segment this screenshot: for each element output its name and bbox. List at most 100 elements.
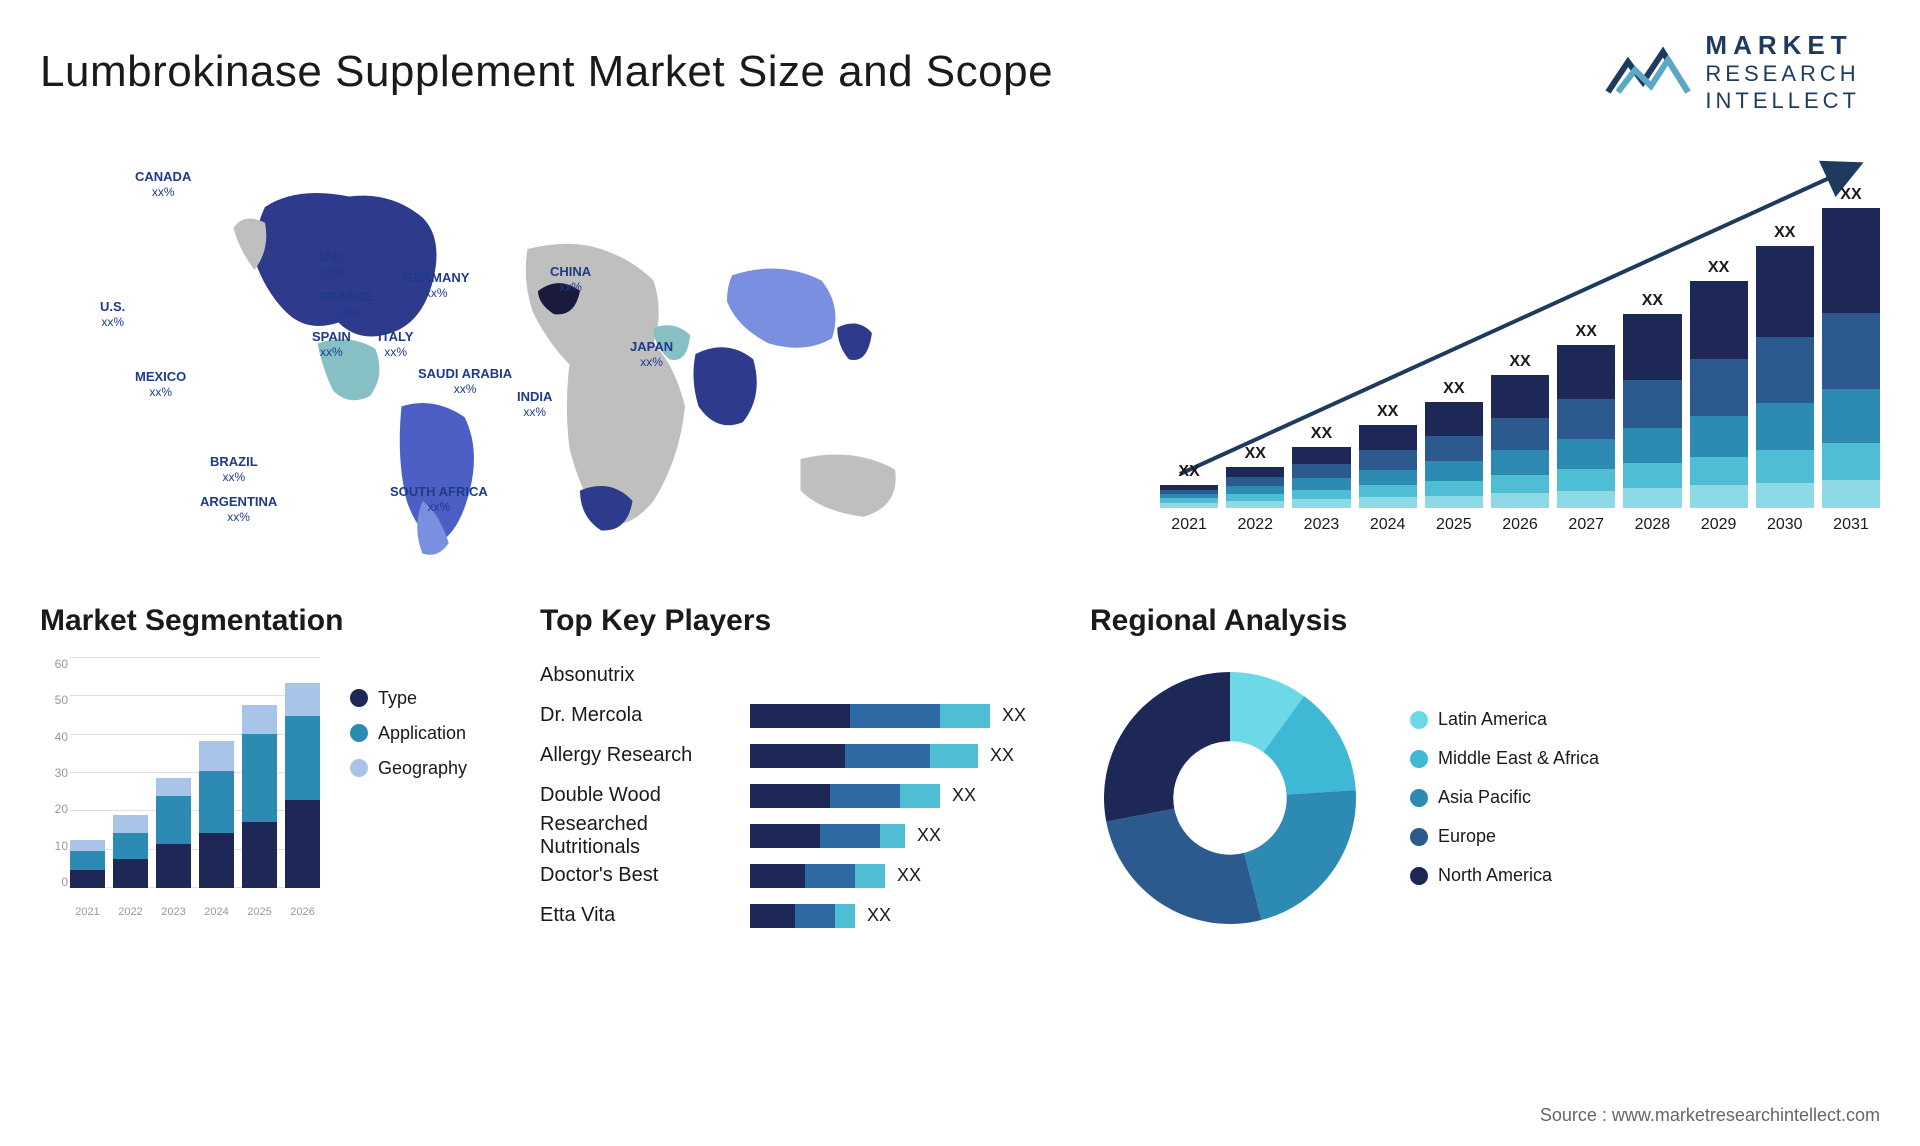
country-label: ITALYxx% <box>378 329 413 359</box>
segmentation-section: Market Segmentation 0102030405060 202120… <box>40 604 510 938</box>
x-tick: 2024 <box>199 906 234 918</box>
country-label: CHINAxx% <box>550 264 591 294</box>
forecast-value-label: XX <box>1443 380 1464 398</box>
forecast-bar: XX2024 <box>1359 425 1417 534</box>
player-name: Absonutrix <box>540 664 750 687</box>
forecast-value-label: XX <box>1311 425 1332 443</box>
forecast-year-label: 2028 <box>1635 516 1671 534</box>
world-map-chart: CANADAxx%U.S.xx%MEXICOxx%BRAZILxx%ARGENT… <box>40 144 1120 564</box>
forecast-year-label: 2026 <box>1502 516 1538 534</box>
source-attribution: Source : www.marketresearchintellect.com <box>1540 1105 1880 1126</box>
seg-bar <box>156 778 191 888</box>
map-japan <box>837 324 872 360</box>
regional-section: Regional Analysis Latin AmericaMiddle Ea… <box>1090 604 1880 938</box>
player-value: XX <box>897 865 921 886</box>
forecast-value-label: XX <box>1576 323 1597 341</box>
country-label: U.K.xx% <box>320 249 346 279</box>
forecast-year-label: 2029 <box>1701 516 1737 534</box>
map-india <box>693 347 756 425</box>
y-tick: 40 <box>40 731 68 743</box>
seg-bar <box>199 741 234 888</box>
logo-text-3: INTELLECT <box>1705 88 1860 114</box>
player-row: Dr. Mercola XX <box>540 698 1060 734</box>
legend-item: North America <box>1410 865 1599 886</box>
players-title: Top Key Players <box>540 604 1060 638</box>
player-row: Doctor's Best XX <box>540 858 1060 894</box>
y-tick: 10 <box>40 840 68 852</box>
forecast-value-label: XX <box>1642 292 1663 310</box>
legend-item: Asia Pacific <box>1410 787 1599 808</box>
forecast-bar: XX2021 <box>1160 485 1218 534</box>
player-name: Allergy Research <box>540 744 750 767</box>
x-tick: 2022 <box>113 906 148 918</box>
player-value: XX <box>917 825 941 846</box>
x-tick: 2026 <box>285 906 320 918</box>
regional-title: Regional Analysis <box>1090 604 1880 638</box>
segmentation-chart: 0102030405060 202120222023202420252026 <box>40 658 320 918</box>
country-label: JAPANxx% <box>630 339 673 369</box>
forecast-year-label: 2022 <box>1237 516 1273 534</box>
forecast-year-label: 2024 <box>1370 516 1406 534</box>
forecast-year-label: 2021 <box>1171 516 1207 534</box>
legend-item: Latin America <box>1410 709 1599 730</box>
logo-icon <box>1603 42 1693 102</box>
legend-item: Europe <box>1410 826 1599 847</box>
forecast-bar: XX2028 <box>1623 314 1681 534</box>
seg-bar <box>242 705 277 888</box>
forecast-bar: XX2027 <box>1557 345 1615 534</box>
forecast-value-label: XX <box>1774 224 1795 242</box>
y-tick: 30 <box>40 767 68 779</box>
forecast-bar: XX2023 <box>1292 447 1350 534</box>
y-tick: 50 <box>40 694 68 706</box>
map-australia <box>801 455 896 517</box>
forecast-bar: XX2030 <box>1756 246 1814 534</box>
country-label: SPAINxx% <box>312 329 351 359</box>
forecast-year-label: 2025 <box>1436 516 1472 534</box>
donut-slice <box>1106 809 1261 924</box>
seg-bar <box>113 815 148 888</box>
legend-item: Geography <box>350 758 467 779</box>
country-label: MEXICOxx% <box>135 369 186 399</box>
forecast-year-label: 2031 <box>1833 516 1869 534</box>
player-name: Etta Vita <box>540 904 750 927</box>
legend-item: Application <box>350 723 467 744</box>
player-row: Double WoodXX <box>540 778 1060 814</box>
country-label: BRAZILxx% <box>210 454 258 484</box>
y-tick: 0 <box>40 876 68 888</box>
player-value: XX <box>952 785 976 806</box>
forecast-value-label: XX <box>1840 186 1861 204</box>
player-row: Absonutrix <box>540 658 1060 694</box>
player-value: XX <box>1002 705 1026 726</box>
header: Lumbrokinase Supplement Market Size and … <box>0 0 1920 124</box>
key-players-section: Top Key Players Absonutrix Dr. Mercola XX A… <box>540 604 1060 938</box>
country-label: FRANCExx% <box>320 289 374 319</box>
forecast-bar: XX2025 <box>1425 402 1483 534</box>
player-name: Dr. Mercola <box>540 704 750 727</box>
y-tick: 20 <box>40 803 68 815</box>
brand-logo: MARKET RESEARCH INTELLECT <box>1603 30 1860 114</box>
forecast-value-label: XX <box>1245 445 1266 463</box>
player-row: Researched NutritionalsXX <box>540 818 1060 854</box>
forecast-year-label: 2023 <box>1304 516 1340 534</box>
forecast-bar: XX2031 <box>1822 208 1880 534</box>
player-value: XX <box>990 745 1014 766</box>
forecast-value-label: XX <box>1377 403 1398 421</box>
y-tick: 60 <box>40 658 68 670</box>
country-label: SAUDI ARABIAxx% <box>418 366 512 396</box>
country-label: INDIAxx% <box>517 389 552 419</box>
player-value: XX <box>867 905 891 926</box>
country-label: ARGENTINAxx% <box>200 494 277 524</box>
forecast-year-label: 2027 <box>1568 516 1604 534</box>
logo-text-2: RESEARCH <box>1705 61 1860 87</box>
forecast-bar: XX2029 <box>1690 281 1748 534</box>
x-tick: 2023 <box>156 906 191 918</box>
donut-slice <box>1244 790 1356 920</box>
x-tick: 2021 <box>70 906 105 918</box>
player-name: Doctor's Best <box>540 864 750 887</box>
forecast-year-label: 2030 <box>1767 516 1803 534</box>
country-label: U.S.xx% <box>100 299 125 329</box>
country-label: SOUTH AFRICAxx% <box>390 484 488 514</box>
forecast-bar: XX2022 <box>1226 467 1284 534</box>
forecast-chart: XX2021XX2022XX2023XX2024XX2025XX2026XX20… <box>1160 144 1880 564</box>
donut-slice <box>1104 672 1230 822</box>
